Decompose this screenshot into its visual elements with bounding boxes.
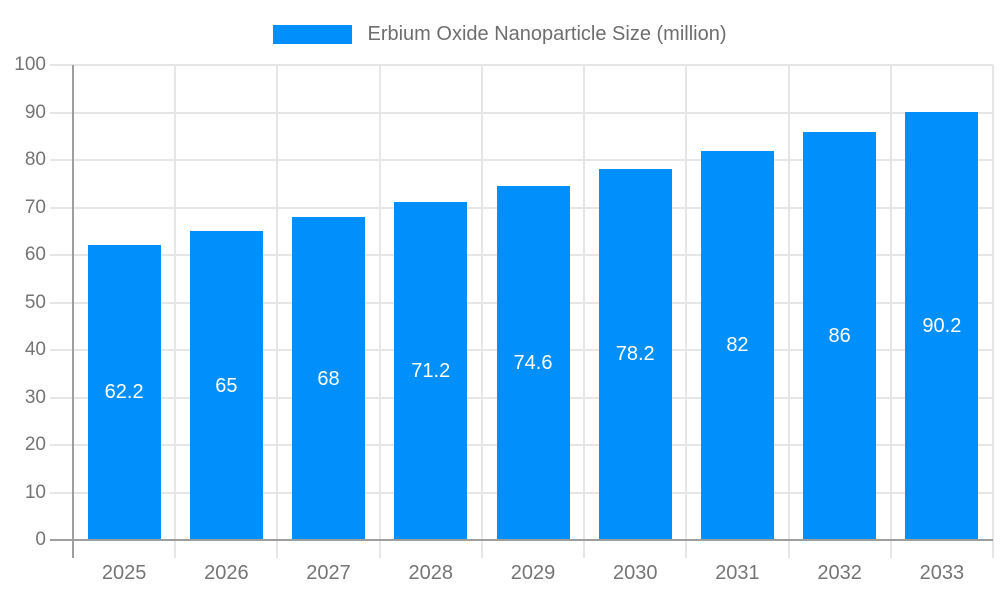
x-axis-label: 2033 — [919, 562, 965, 584]
bar-value-label: 90.2 — [922, 314, 962, 337]
bar-value-label: 68 — [317, 367, 340, 390]
x-gridline — [583, 65, 586, 540]
x-gridline — [378, 65, 381, 540]
bar-value-label: 71.2 — [411, 359, 451, 382]
x-axis-label: 2030 — [612, 562, 658, 584]
y-axis-label: 60 — [24, 244, 46, 265]
y-axis-label: 20 — [24, 434, 46, 455]
bar[interactable]: 82 — [700, 150, 774, 540]
x-axis-tick — [583, 540, 586, 558]
x-axis-tick — [480, 540, 483, 558]
y-axis-label: 0 — [35, 529, 46, 550]
legend-swatch — [273, 24, 353, 44]
x-gridline — [889, 65, 892, 540]
x-axis-tick — [889, 540, 892, 558]
bar-value-label: 82 — [726, 334, 749, 357]
bar-value-label: 62.2 — [104, 381, 144, 404]
y-axis-line — [72, 65, 74, 558]
x-gridline — [174, 65, 177, 540]
bar[interactable]: 86 — [803, 131, 877, 540]
bar-value-label: 74.6 — [513, 351, 553, 374]
legend-label: Erbium Oxide Nanoparticle Size (million) — [367, 23, 727, 45]
x-axis-tick — [378, 540, 381, 558]
bar[interactable]: 74.6 — [496, 185, 570, 540]
bar[interactable]: 90.2 — [905, 111, 979, 540]
bar[interactable]: 68 — [292, 217, 366, 540]
x-axis-label: 2027 — [306, 562, 351, 584]
x-gridline — [992, 65, 994, 540]
y-axis-label: 100 — [14, 54, 46, 75]
legend: Erbium Oxide Nanoparticle Size (million) — [0, 18, 1000, 50]
y-gridline — [50, 64, 993, 66]
x-axis-tick — [174, 540, 177, 558]
x-axis-tick — [276, 540, 279, 558]
x-axis-label: 2032 — [817, 562, 862, 584]
y-axis-label: 40 — [24, 339, 46, 360]
bar[interactable]: 65 — [189, 231, 263, 540]
bar[interactable]: 71.2 — [394, 201, 468, 540]
bar-value-label: 78.2 — [615, 343, 655, 366]
x-gridline — [685, 65, 688, 540]
y-axis-label: 90 — [24, 101, 46, 123]
bar[interactable]: 62.2 — [87, 244, 161, 540]
bar[interactable]: 78.2 — [598, 168, 672, 540]
x-axis-label: 2028 — [408, 562, 454, 584]
x-axis-tick — [992, 540, 994, 558]
x-axis-label: 2026 — [204, 562, 249, 584]
y-axis-label: 10 — [24, 481, 46, 503]
x-axis-label: 2031 — [715, 562, 760, 584]
x-axis-label: 2029 — [510, 562, 556, 584]
bar-value-label: 86 — [828, 324, 851, 347]
y-axis-label: 70 — [24, 196, 46, 218]
x-gridline — [787, 65, 790, 540]
x-axis-tick — [685, 540, 688, 558]
bar-value-label: 65 — [215, 374, 238, 397]
x-gridline — [480, 65, 483, 540]
x-axis-tick — [787, 540, 790, 558]
y-axis-label: 80 — [24, 149, 46, 170]
y-axis-label: 30 — [24, 386, 46, 408]
x-gridline — [276, 65, 279, 540]
x-axis-label: 2025 — [101, 562, 147, 584]
y-gridline — [50, 111, 993, 114]
y-axis-label: 50 — [24, 291, 46, 313]
x-axis-baseline — [50, 539, 993, 541]
